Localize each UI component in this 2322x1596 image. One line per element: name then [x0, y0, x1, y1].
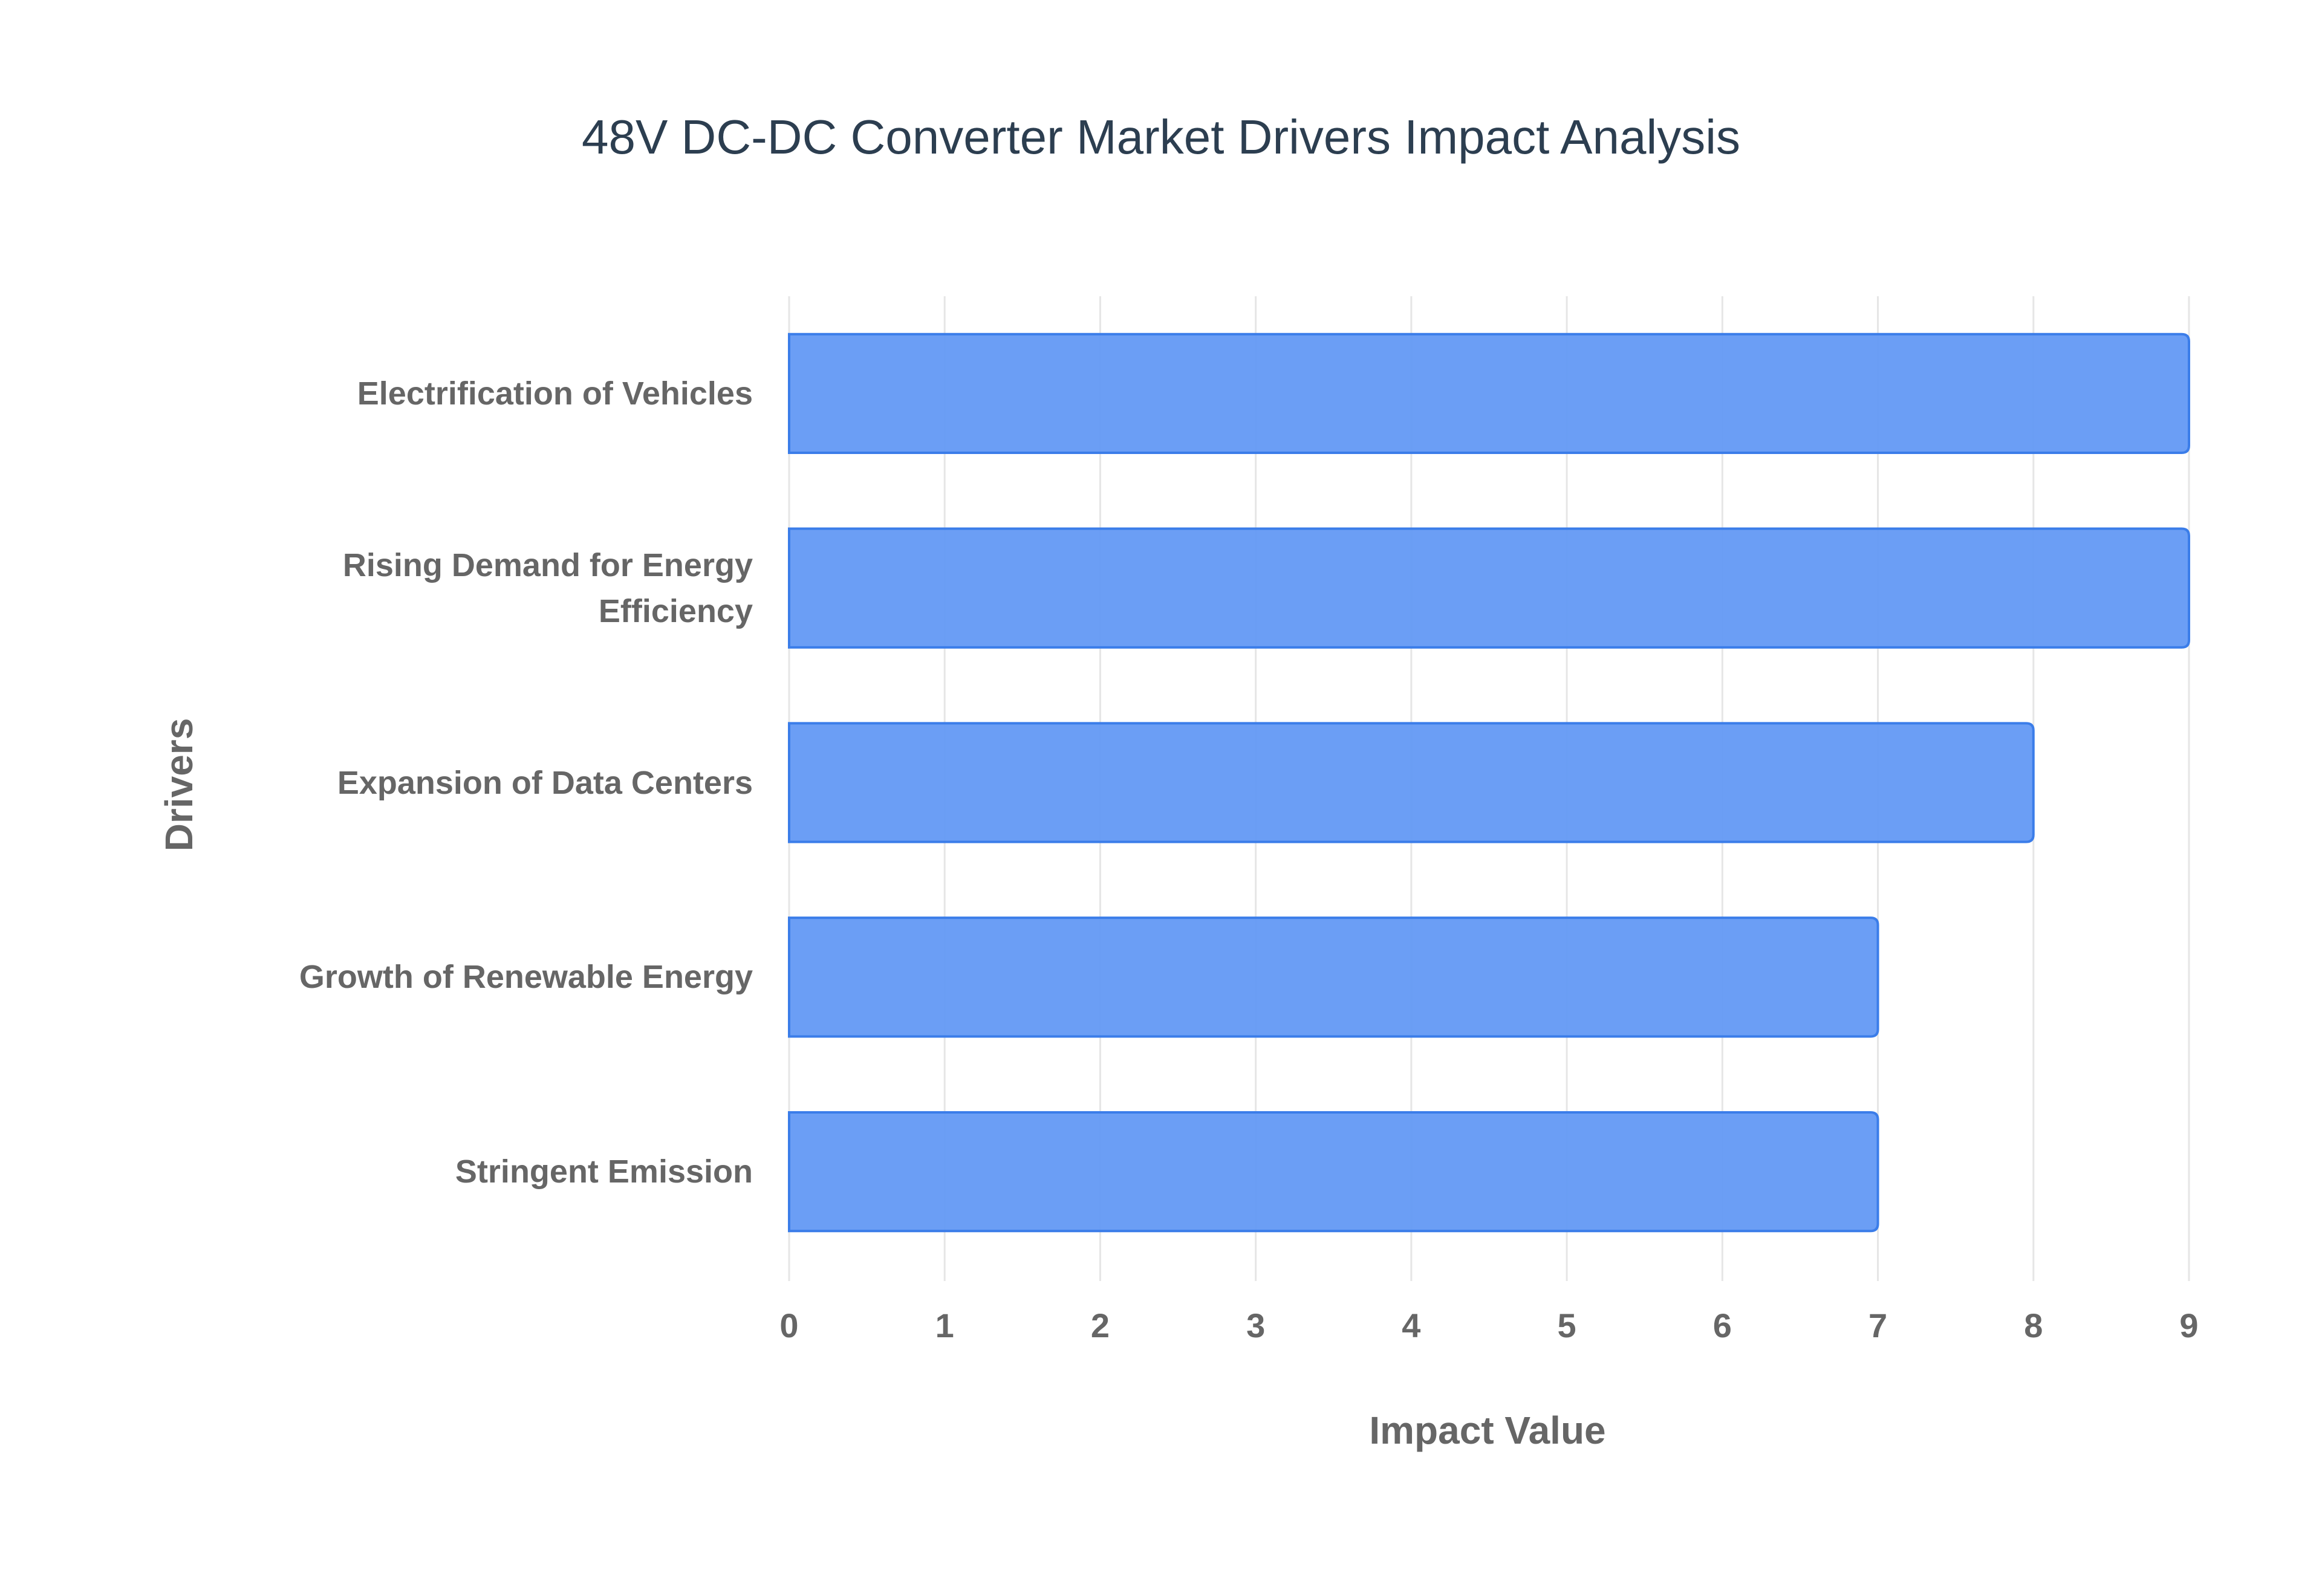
- y-tick-label: Rising Demand for Energy Efficiency: [342, 547, 753, 629]
- x-tick-label: 0: [779, 1306, 798, 1345]
- bar: [788, 722, 2035, 843]
- y-tick-label: Stringent Emission: [455, 1153, 753, 1190]
- x-tick-label: 3: [1246, 1306, 1265, 1345]
- x-tick-label: 9: [2179, 1306, 2198, 1345]
- x-axis-title: Impact Value: [1369, 1409, 1605, 1452]
- y-tick-label: Expansion of Data Centers: [337, 764, 753, 801]
- x-tick-label: 6: [1713, 1306, 1732, 1345]
- x-tick-label: 2: [1091, 1306, 1110, 1345]
- bar: [788, 527, 2190, 649]
- x-tick-label: 7: [1868, 1306, 1887, 1345]
- bar: [788, 332, 2190, 455]
- bar: [788, 1111, 1879, 1233]
- x-tick-label: 1: [935, 1306, 954, 1345]
- chart-title: 48V DC-DC Converter Market Drivers Impac…: [582, 110, 1740, 164]
- y-tick-label: Growth of Renewable Energy: [299, 959, 753, 996]
- y-tick-label: Electrification of Vehicles: [357, 375, 753, 412]
- x-tick-label: 5: [1558, 1306, 1576, 1345]
- x-tick-label: 8: [2024, 1306, 2043, 1345]
- x-tick-label: 4: [1402, 1306, 1420, 1345]
- bar: [788, 916, 1879, 1038]
- y-axis-title: Drivers: [157, 718, 201, 852]
